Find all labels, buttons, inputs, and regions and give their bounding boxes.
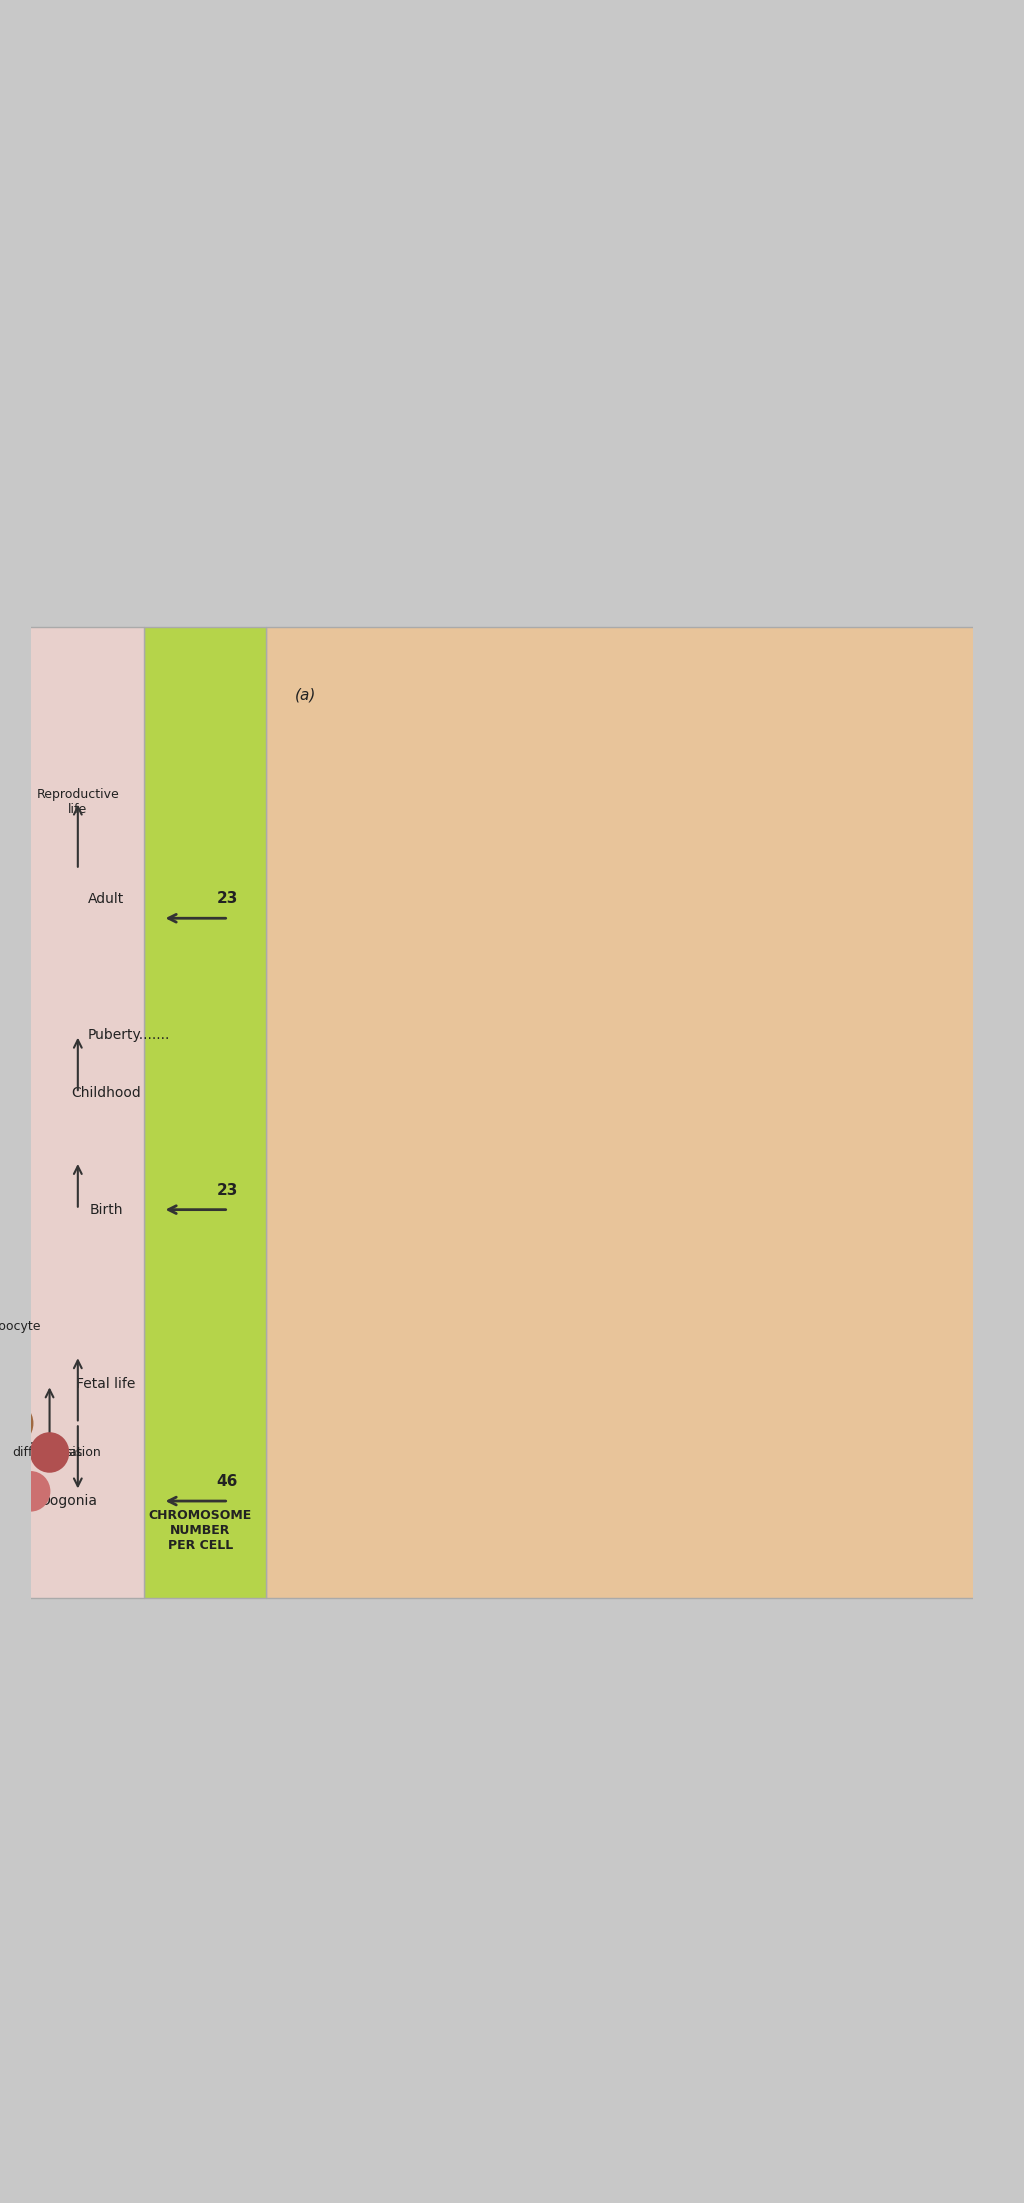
- Text: Mitosis: Mitosis: [40, 1445, 83, 1458]
- Text: Puberty.......: Puberty.......: [87, 1029, 170, 1042]
- Text: Reproductive
life: Reproductive life: [37, 789, 119, 815]
- Circle shape: [0, 1401, 33, 1445]
- Circle shape: [0, 1472, 12, 1511]
- Circle shape: [31, 1434, 69, 1472]
- Circle shape: [0, 1434, 31, 1472]
- Text: Adult: Adult: [88, 892, 124, 905]
- Text: 23: 23: [217, 1183, 238, 1198]
- Text: (a): (a): [295, 687, 315, 703]
- Text: differentiation: differentiation: [12, 1445, 100, 1458]
- Text: Birth: Birth: [89, 1203, 123, 1216]
- Text: 23: 23: [217, 892, 238, 905]
- Bar: [0, 628, 143, 1597]
- Text: Childhood: Childhood: [72, 1086, 141, 1099]
- Bar: [266, 628, 1024, 1597]
- Bar: [143, 628, 266, 1597]
- Text: Fetal life: Fetal life: [77, 1377, 136, 1392]
- Text: Oogonia: Oogonia: [39, 1494, 97, 1509]
- Text: Primary oocyte: Primary oocyte: [0, 1320, 40, 1333]
- Text: CHROMOSOME
NUMBER
PER CELL: CHROMOSOME NUMBER PER CELL: [148, 1509, 252, 1551]
- Circle shape: [12, 1472, 49, 1511]
- Text: 46: 46: [217, 1474, 238, 1489]
